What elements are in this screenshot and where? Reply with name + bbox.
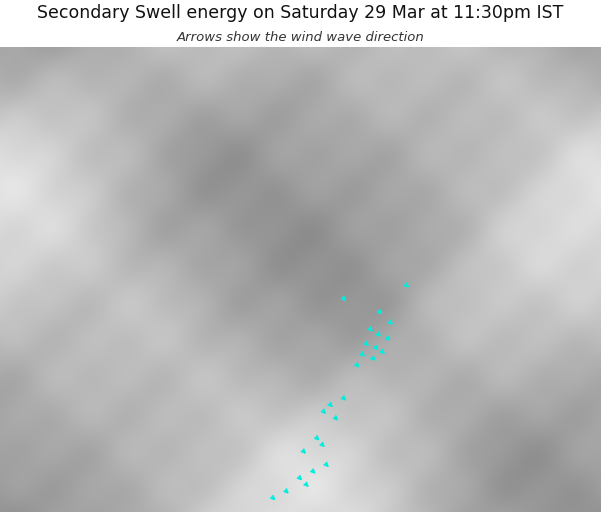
Text: Secondary Swell energy on Saturday 29 Mar at 11:30pm IST: Secondary Swell energy on Saturday 29 Ma… <box>37 4 564 22</box>
Text: Arrows show the wind wave direction: Arrows show the wind wave direction <box>177 31 424 44</box>
